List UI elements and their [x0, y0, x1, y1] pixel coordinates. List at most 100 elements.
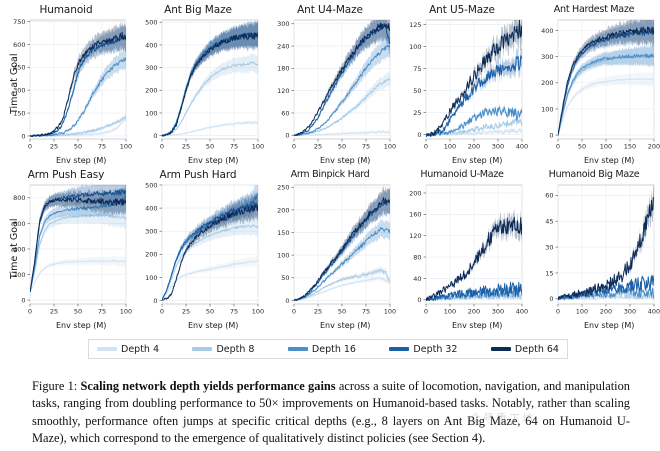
plot-area: 0 25 50 75 100 125 0 100 200 300 400: [409, 19, 528, 151]
y-tick-label: 75: [413, 65, 421, 73]
panel-title: Arm Binpick Hard: [290, 169, 370, 180]
x-axis-label: Env step (M): [188, 156, 239, 165]
x-tick-label: 75: [98, 308, 106, 316]
x-tick-label: 50: [74, 143, 82, 151]
x-tick-label: 400: [648, 308, 660, 316]
x-tick-label: 400: [516, 143, 528, 151]
legend-item[interactable]: Depth 64: [490, 344, 559, 355]
series-line: [426, 20, 522, 137]
caption-bold-headline: Scaling network depth yields performance…: [80, 379, 336, 393]
x-tick-label: 100: [120, 308, 132, 316]
y-tick-label: 0: [549, 131, 553, 139]
x-tick-label: 0: [28, 308, 32, 316]
y-tick-label: 200: [145, 251, 157, 259]
chart-panel: Ant U4-Maze Env step (M) 0 60 120 180 240 300 0 2…: [264, 4, 396, 169]
y-tick-label: 400: [145, 41, 157, 49]
series-line: [162, 224, 258, 300]
x-tick-label: 300: [624, 308, 636, 316]
series-line: [294, 226, 390, 301]
series-line: [294, 130, 390, 136]
y-tick-label: 0: [21, 297, 25, 305]
confidence-band: [294, 219, 390, 302]
confidence-band: [30, 185, 126, 293]
y-tick-label: 40: [413, 275, 421, 283]
y-tick-label: 500: [145, 19, 157, 27]
y-tick-label: 300: [13, 87, 25, 95]
x-axis-label: Env step (M): [188, 321, 239, 330]
confidence-band: [162, 215, 258, 300]
x-tick-label: 75: [230, 143, 238, 151]
legend-item[interactable]: Depth 32: [389, 344, 457, 355]
series-line: [294, 22, 390, 136]
x-axis-label: Env step (M): [56, 321, 107, 330]
y-tick-label: 100: [145, 109, 157, 117]
confidence-band: [294, 33, 390, 137]
plot-area: 0 100 200 300 400 500 0 25 50 75 100: [145, 19, 264, 151]
y-tick-label: 800: [13, 194, 25, 202]
series-line: [162, 121, 258, 137]
y-tick-label: 50: [413, 87, 421, 95]
y-tick-label: 0: [417, 131, 421, 139]
x-tick-label: 25: [314, 143, 322, 151]
y-tick-label: 25: [413, 109, 421, 117]
series-line: [426, 281, 522, 302]
confidence-band: [558, 71, 654, 136]
confidence-band: [30, 255, 126, 294]
y-tick-label: 300: [277, 20, 289, 28]
x-tick-label: 25: [182, 143, 190, 151]
y-tick-label: 0: [153, 297, 157, 305]
depth-legend: Depth 4 Depth 8 Depth 16 Depth 32 Depth 64: [88, 339, 568, 359]
legend-color-swatch: [490, 347, 511, 351]
y-tick-label: 200: [541, 79, 553, 87]
panel-title: Humanoid: [39, 4, 93, 16]
legend-item[interactable]: Depth 8: [192, 344, 254, 355]
y-tick-label: 400: [541, 27, 553, 35]
x-tick-label: 100: [384, 143, 396, 151]
x-tick-label: 200: [648, 143, 660, 151]
y-tick-label: 100: [277, 252, 289, 260]
plot-area: 0 150 300 450 600 750 0 25 50 75 100: [13, 18, 132, 151]
legend-item[interactable]: Depth 4: [97, 344, 159, 355]
x-tick-label: 0: [556, 143, 560, 151]
confidence-band: [426, 20, 522, 138]
x-tick-label: 400: [516, 308, 528, 316]
y-tick-label: 60: [281, 109, 289, 117]
x-tick-label: 50: [578, 143, 586, 151]
confidence-band: [294, 185, 390, 302]
x-tick-label: 0: [28, 143, 32, 151]
confidence-band: [294, 20, 390, 137]
confidence-band: [162, 53, 258, 137]
confidence-band: [294, 275, 390, 302]
panel-grid: Humanoid Time at Goal Env step (M) 0 150 300 4…: [0, 4, 660, 334]
legend-color-swatch: [389, 347, 410, 351]
y-tick-label: 240: [277, 42, 289, 50]
series-line: [294, 277, 390, 301]
x-axis-label: Env step (M): [320, 156, 371, 165]
legend-item[interactable]: Depth 16: [287, 343, 356, 355]
series-line: [30, 197, 126, 293]
panel-title: Humanoid Big Maze: [548, 169, 640, 180]
x-tick-label: 100: [600, 143, 612, 151]
series-line: [162, 61, 258, 137]
x-tick-label: 50: [338, 143, 346, 151]
x-axis-label: Env step (M): [584, 156, 635, 165]
x-tick-label: 100: [444, 143, 456, 151]
chart-panel: Arm Binpick Hard Env step (M) 0 50 100 150 200…: [264, 169, 396, 334]
y-tick-label: 120: [409, 232, 421, 240]
x-tick-label: 200: [600, 308, 612, 316]
series-line: [294, 197, 390, 301]
panel-title: Arm Push Easy: [27, 169, 105, 181]
y-tick-label: 600: [13, 220, 25, 228]
y-tick-label: 15: [545, 269, 553, 277]
plot-area: 0 15 30 45 60 0 100 200 300 400: [545, 184, 660, 316]
confidence-band: [30, 47, 126, 137]
x-tick-label: 0: [556, 308, 560, 316]
confidence-band: [30, 205, 126, 293]
legend-label: Depth 16: [311, 343, 356, 355]
y-tick-label: 0: [549, 295, 553, 303]
y-tick-label: 100: [541, 105, 553, 113]
plot-area: 0 100 200 300 400 500 0 25 50 75 100: [145, 181, 264, 316]
y-tick-label: 150: [13, 109, 25, 117]
x-tick-label: 25: [182, 308, 190, 316]
y-tick-label: 0: [21, 132, 25, 140]
